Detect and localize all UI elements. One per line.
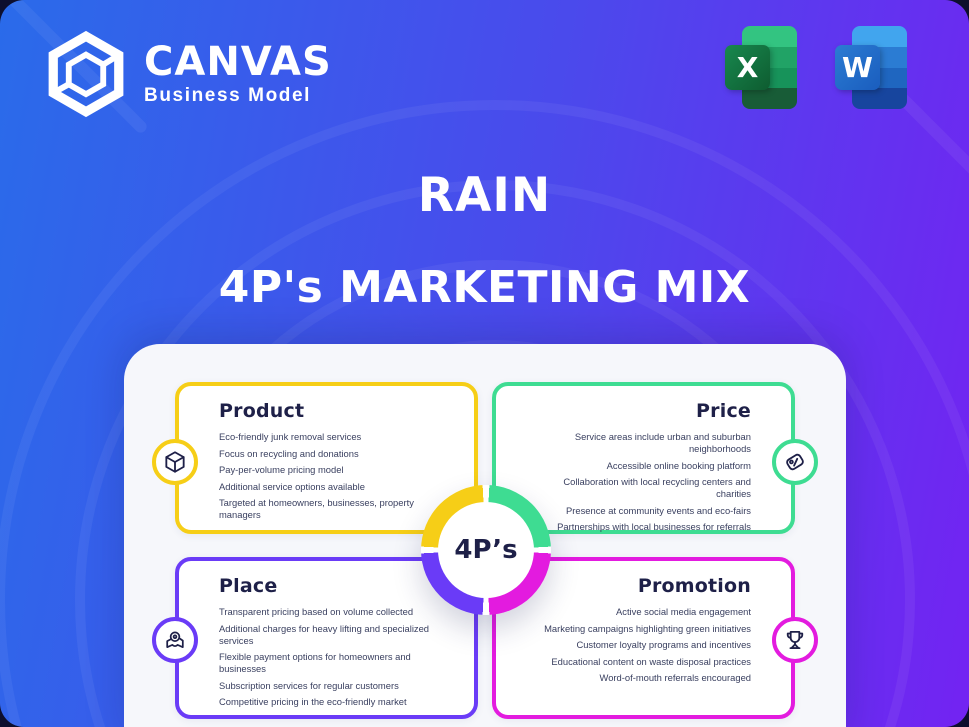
price-icon-badge [772, 439, 818, 485]
trophy-icon [782, 627, 808, 653]
excel-letter: X [725, 45, 770, 90]
product-item: Focus on recycling and donations [219, 447, 359, 459]
excel-icon[interactable]: X [725, 26, 797, 109]
product-item: Pay-per-volume pricing model [219, 464, 344, 475]
product-icon-badge [152, 439, 198, 485]
promotion-item: Marketing campaigns highlighting green i… [544, 622, 751, 634]
price-item: Presence at community events and eco-fai… [566, 504, 751, 516]
page-title: 4P's MARKETING MIX [218, 262, 751, 313]
cube-icon [162, 449, 188, 475]
price-item: Accessible online booking platform [606, 459, 751, 471]
product-quadrant: Product Eco-friendly junk removal servic… [175, 382, 478, 534]
canvas-logo: CANVAS Business Model [44, 30, 332, 118]
price-item: Partnerships with local businesses for r… [557, 521, 751, 532]
place-title: Place [219, 575, 278, 597]
product-item: Targeted at homeowners, businesses, prop… [219, 497, 414, 520]
price-item: Service areas include urban and suburban… [574, 431, 751, 454]
promotion-item: Word-of-mouth referrals encouraged [599, 672, 751, 683]
promotion-item: Customer loyalty programs and incentives [576, 639, 751, 650]
word-letter: W [835, 45, 880, 90]
place-item: Flexible payment options for homeowners … [219, 651, 411, 674]
hexagon-logo-icon [44, 30, 128, 118]
word-icon[interactable]: W [835, 26, 907, 109]
four-ps-label: 4P’s [438, 502, 534, 598]
promotion-icon-badge [772, 617, 818, 663]
product-title: Product [219, 400, 305, 422]
map-pin-icon [162, 627, 188, 653]
logo-title: CANVAS [144, 38, 332, 85]
place-item: Additional charges for heavy lifting and… [219, 622, 430, 646]
promotion-title: Promotion [637, 575, 751, 597]
promotion-item: Educational content on waste disposal pr… [551, 655, 751, 667]
company-title: RAIN [417, 168, 552, 223]
product-item: Eco-friendly junk removal services [219, 431, 362, 442]
place-item: Competitive pricing in the eco-friendly … [219, 696, 407, 707]
place-item: Subscription services for regular custom… [219, 679, 399, 691]
product-item: Additional service options available [219, 480, 365, 492]
price-title: Price [696, 400, 751, 422]
promotion-quadrant: Promotion Active social media engagement… [492, 557, 795, 719]
price-tag-icon [782, 449, 808, 475]
logo-subtitle: Business Model [144, 84, 312, 106]
promotion-item: Active social media engagement [616, 606, 751, 617]
place-icon-badge [152, 617, 198, 663]
price-quadrant: Price Service areas include urban and su… [492, 382, 795, 534]
canvas-card: Product Eco-friendly junk removal servic… [124, 344, 846, 727]
price-item: Collaboration with local recycling cente… [563, 476, 751, 499]
place-item: Transparent pricing based on volume coll… [219, 606, 414, 617]
place-quadrant: Place Transparent pricing based on volum… [175, 557, 478, 719]
four-ps-ring: 4P’s [421, 485, 551, 615]
